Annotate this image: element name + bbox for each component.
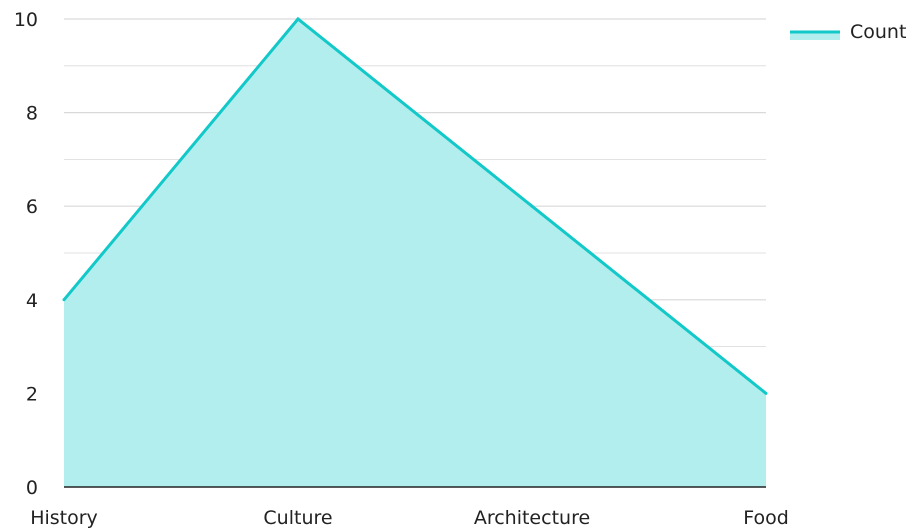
y-tick-label: 8 — [26, 103, 38, 125]
tick-labels: 0 2 4 6 8 10 History Culture Architecture Food — [14, 9, 789, 529]
area-layer — [62, 16, 768, 487]
x-tick-label-history: History — [30, 507, 98, 528]
series-line-0 — [62, 16, 767, 395]
y-tick-label: 0 — [26, 477, 38, 499]
data-point-history — [62, 298, 66, 302]
y-tick-label: 6 — [26, 196, 38, 218]
y-tick-label: 4 — [26, 290, 38, 312]
x-tick-label-architecture: Architecture — [474, 507, 590, 528]
legend-swatch-fill — [790, 32, 840, 40]
x-tick-label-culture: Culture — [263, 507, 332, 528]
y-tick-label: 2 — [26, 383, 38, 405]
y-tick-label: 10 — [14, 9, 38, 31]
series-area-0 — [64, 19, 766, 487]
legend: Count — [790, 21, 906, 43]
x-tick-label-food: Food — [743, 507, 789, 528]
data-point-food — [764, 391, 768, 395]
data-point-architecture — [530, 204, 534, 208]
legend-label: Count — [850, 21, 906, 43]
data-point-culture — [296, 17, 300, 21]
